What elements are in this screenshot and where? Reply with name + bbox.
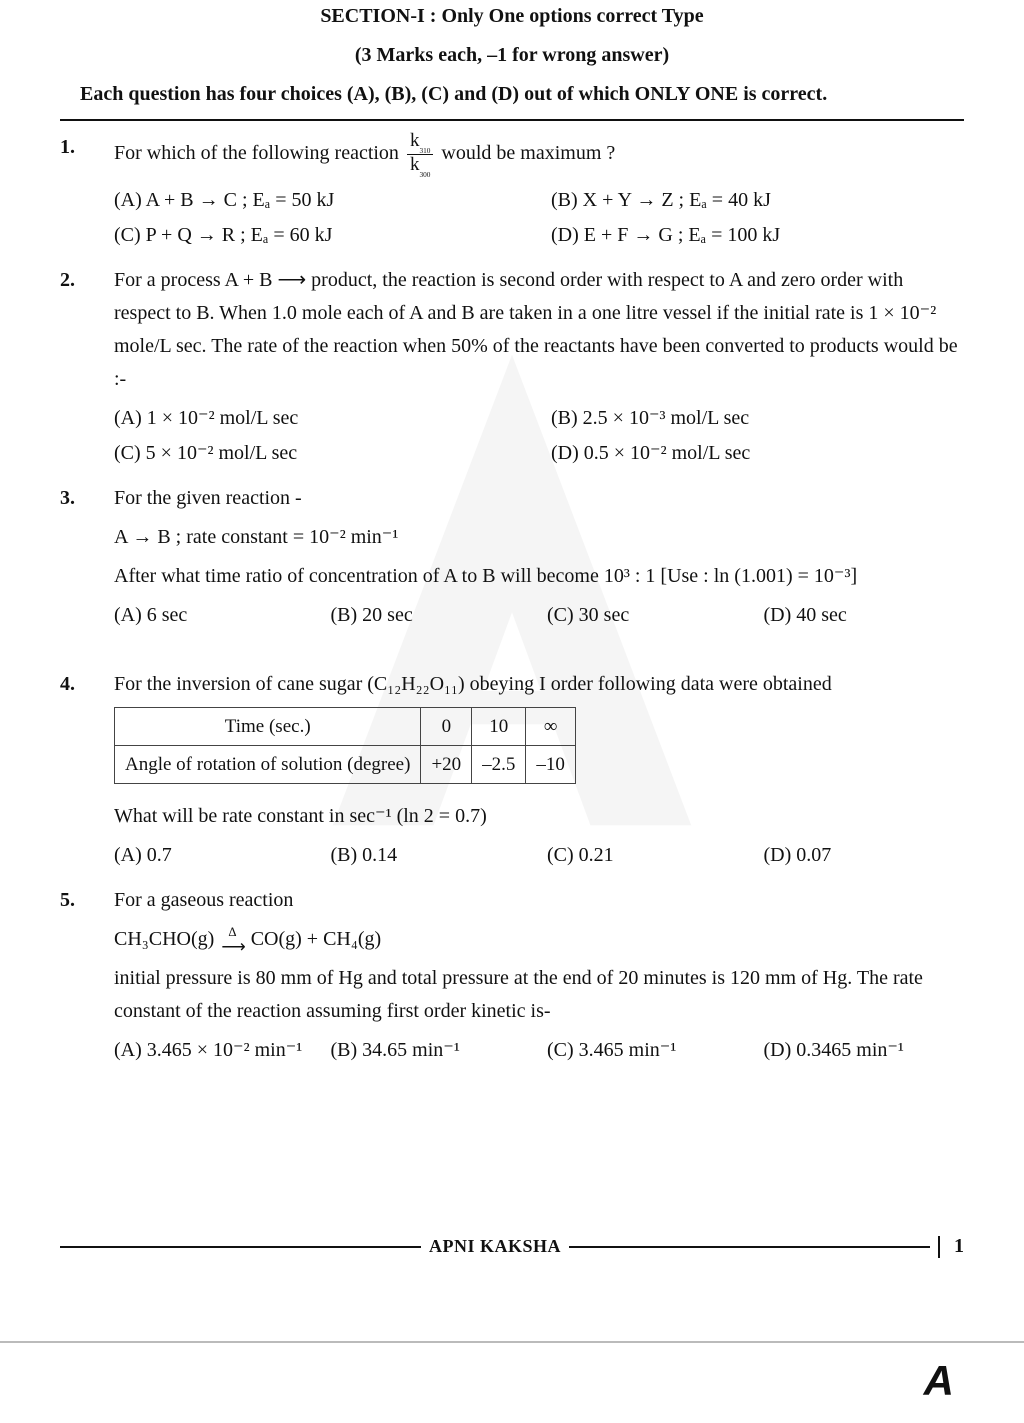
- q1-pre: For which of the following reaction: [114, 142, 404, 164]
- frac-den: k: [410, 154, 420, 175]
- question-text: For the inversion of cane sugar (C₁₂H₂₂O…: [114, 668, 964, 701]
- q3-line2: A → B ; rate constant = 10⁻² min⁻¹: [114, 521, 964, 554]
- option-d[interactable]: (D) E + F → G ; Eₐ = 100 kJ: [551, 219, 964, 252]
- question-number: 5.: [60, 884, 106, 1071]
- marks-line: (3 Marks each, –1 for wrong answer): [60, 39, 964, 72]
- section-title: SECTION-I : Only One options correct Typ…: [60, 0, 964, 33]
- question-4: 4. For the inversion of cane sugar (C₁₂H…: [60, 668, 964, 877]
- react-right: CO(g) + CH₄(g): [251, 928, 381, 950]
- option-c[interactable]: (C) 5 × 10⁻² mol/L sec: [114, 437, 527, 470]
- table-cell: ∞: [526, 707, 576, 745]
- question-number: 1.: [60, 131, 106, 256]
- option-d[interactable]: (D) 0.07: [764, 839, 965, 872]
- table-cell: 0: [421, 707, 472, 745]
- q4-subtext: What will be rate constant in sec⁻¹ (ln …: [114, 800, 964, 833]
- question-text: For which of the following reaction k310…: [114, 131, 964, 178]
- react-left: CH₃CHO(g): [114, 928, 219, 950]
- divider: [60, 119, 964, 121]
- option-c[interactable]: (C) P + Q → R ; Eₐ = 60 kJ: [114, 219, 527, 252]
- footer-line-right: [569, 1246, 930, 1248]
- question-number: 2.: [60, 264, 106, 474]
- option-d[interactable]: (D) 40 sec: [764, 599, 965, 632]
- option-a[interactable]: (A) 0.7: [114, 839, 315, 872]
- question-2: 2. For a process A + B ⟶ product, the re…: [60, 264, 964, 474]
- page-number: 1: [948, 1230, 964, 1263]
- question-number: 3.: [60, 482, 106, 636]
- delta-arrow-icon: Δ ⟶: [221, 927, 243, 954]
- option-d[interactable]: (D) 0.3465 min⁻¹: [764, 1034, 965, 1067]
- q1-post: would be maximum ?: [441, 142, 615, 164]
- question-text: For a process A + B ⟶ product, the react…: [114, 264, 964, 396]
- bottom-divider: [0, 1341, 1024, 1343]
- option-b[interactable]: (B) 20 sec: [331, 599, 532, 632]
- brand-logo-icon: A: [924, 1346, 954, 1415]
- option-b[interactable]: (B) 2.5 × 10⁻³ mol/L sec: [551, 402, 964, 435]
- arrow-symbol: ⟶: [221, 939, 243, 954]
- question-1: 1. For which of the following reaction k…: [60, 131, 964, 256]
- frac-den-sub: 300: [419, 170, 430, 179]
- instruction-line: Each question has four choices (A), (B),…: [60, 78, 964, 111]
- question-3: 3. For the given reaction - A → B ; rate…: [60, 482, 964, 636]
- footer-brand: APNI KAKSHA: [429, 1232, 561, 1262]
- table-cell: Time (sec.): [115, 707, 421, 745]
- footer-tick: [938, 1236, 940, 1258]
- frac-num: k: [410, 130, 420, 151]
- table-cell: –10: [526, 745, 576, 783]
- option-a[interactable]: (A) 3.465 × 10⁻² min⁻¹: [114, 1034, 315, 1067]
- q3-line1: For the given reaction -: [114, 482, 964, 515]
- table-cell: +20: [421, 745, 472, 783]
- footer-line-left: [60, 1246, 421, 1248]
- option-a[interactable]: (A) A + B → C ; Eₐ = 50 kJ: [114, 184, 527, 217]
- page-footer: APNI KAKSHA 1: [60, 1230, 964, 1263]
- option-a[interactable]: (A) 1 × 10⁻² mol/L sec: [114, 402, 527, 435]
- table-cell: Angle of rotation of solution (degree): [115, 745, 421, 783]
- option-c[interactable]: (C) 0.21: [547, 839, 748, 872]
- question-5: 5. For a gaseous reaction CH₃CHO(g) Δ ⟶ …: [60, 884, 964, 1071]
- frac-num-sub: 310: [419, 146, 430, 155]
- q3-line3: After what time ratio of concentration o…: [114, 560, 964, 593]
- table-cell: 10: [472, 707, 526, 745]
- option-b[interactable]: (B) 34.65 min⁻¹: [331, 1034, 532, 1067]
- option-b[interactable]: (B) 0.14: [331, 839, 532, 872]
- table-cell: –2.5: [472, 745, 526, 783]
- q5-reaction: CH₃CHO(g) Δ ⟶ CO(g) + CH₄(g): [114, 923, 964, 956]
- data-table: Time (sec.) 0 10 ∞ Angle of rotation of …: [114, 707, 576, 785]
- option-a[interactable]: (A) 6 sec: [114, 599, 315, 632]
- q5-line3: initial pressure is 80 mm of Hg and tota…: [114, 962, 964, 1028]
- option-c[interactable]: (C) 30 sec: [547, 599, 748, 632]
- option-b[interactable]: (B) X + Y → Z ; Eₐ = 40 kJ: [551, 184, 964, 217]
- question-number: 4.: [60, 668, 106, 877]
- option-d[interactable]: (D) 0.5 × 10⁻² mol/L sec: [551, 437, 964, 470]
- fraction: k310 k300: [407, 131, 433, 178]
- option-c[interactable]: (C) 3.465 min⁻¹: [547, 1034, 748, 1067]
- q5-line1: For a gaseous reaction: [114, 884, 964, 917]
